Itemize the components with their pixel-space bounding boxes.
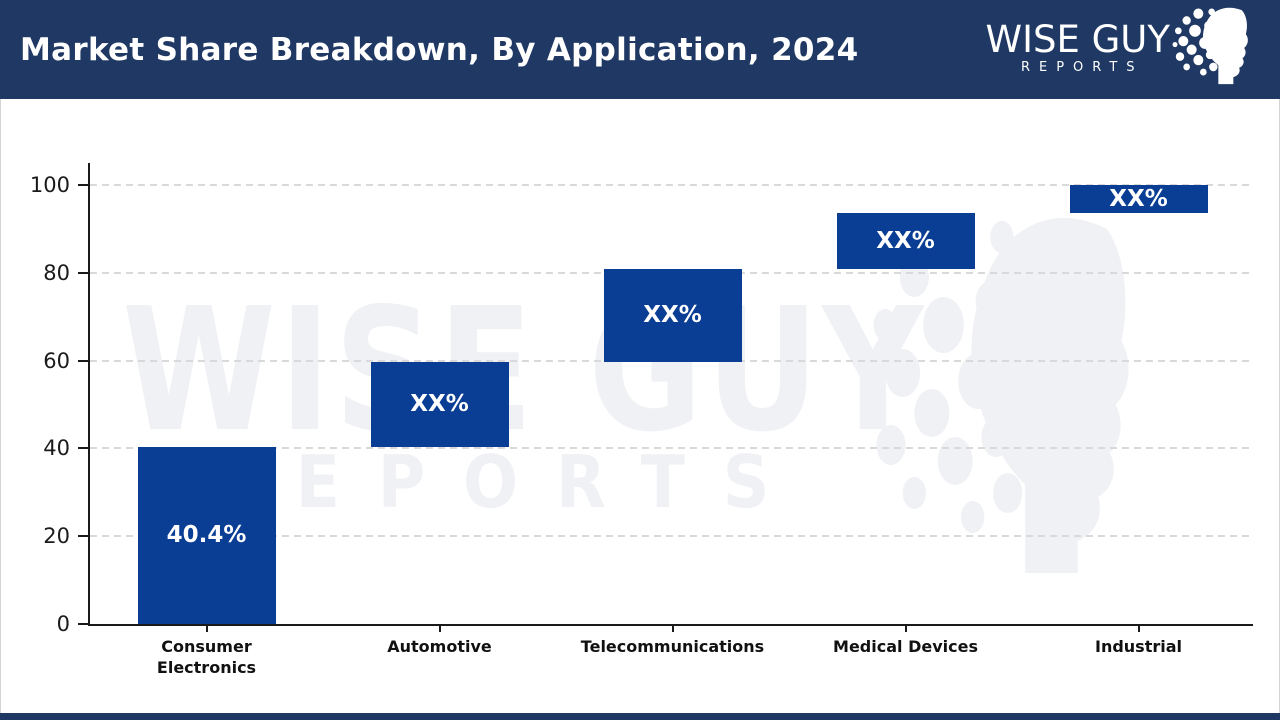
y-tick-label: 0	[56, 612, 70, 636]
y-tick-mark	[78, 271, 88, 274]
x-tick-mark	[671, 624, 674, 632]
brand-logo: WISE GUY REPORTS	[986, 5, 1270, 91]
gridline	[90, 184, 1253, 187]
brand-head-icon	[1172, 7, 1248, 85]
y-tick-mark	[78, 535, 88, 538]
y-tick-label: 60	[43, 348, 70, 373]
page-title: Market Share Breakdown, By Application, …	[20, 31, 859, 68]
bar: XX%	[1069, 185, 1208, 214]
x-tick-label: Medical Devices	[833, 637, 978, 656]
x-tick-label: Automotive	[387, 637, 492, 656]
y-tick-mark	[78, 359, 88, 362]
y-tick-label: 20	[43, 524, 70, 549]
bar: XX%	[836, 213, 975, 269]
bar: XX%	[370, 362, 509, 447]
brand-subname: REPORTS	[1020, 60, 1144, 76]
bar-value-label: XX%	[643, 302, 702, 329]
plot-area: 0 20 40 60 80 100 40.4% Consumer Electronics XX%…	[30, 163, 1253, 677]
watermark-brand-name: WISE GUY	[122, 272, 927, 470]
x-tick-mark	[438, 624, 441, 632]
header: Market Share Breakdown, By Application, …	[0, 0, 1280, 99]
bar-value-label: XX%	[876, 228, 935, 255]
watermark-brand-subname: REPORTS	[208, 440, 808, 524]
x-tick-mark	[205, 624, 208, 632]
y-tick-label: 80	[43, 260, 70, 285]
bar-value-label: XX%	[410, 391, 469, 418]
bar-value-label: 40.4%	[166, 522, 247, 549]
bar-value-label: XX%	[1109, 186, 1168, 213]
y-tick-mark	[78, 184, 88, 187]
bottom-bar	[0, 713, 1280, 720]
x-tick-label: Telecommunications	[580, 637, 765, 656]
bar: XX%	[603, 268, 742, 362]
brand-name: WISE GUY	[985, 17, 1170, 61]
gridline	[90, 535, 1253, 538]
y-tick-mark	[78, 623, 88, 625]
gridline	[90, 447, 1253, 450]
y-tick-label: 100	[29, 173, 70, 198]
y-tick-mark	[78, 447, 88, 450]
x-tick-label: Consumer Electronics	[156, 637, 257, 677]
x-tick-mark	[1137, 624, 1140, 632]
brand-logo-text: WISE GUY REPORTS	[985, 17, 1170, 76]
x-tick-label: Industrial	[1094, 637, 1182, 656]
y-tick-label: 40	[43, 436, 70, 461]
bar: 40.4%	[137, 446, 276, 624]
x-tick-mark	[904, 624, 907, 632]
left-border	[0, 99, 1, 713]
